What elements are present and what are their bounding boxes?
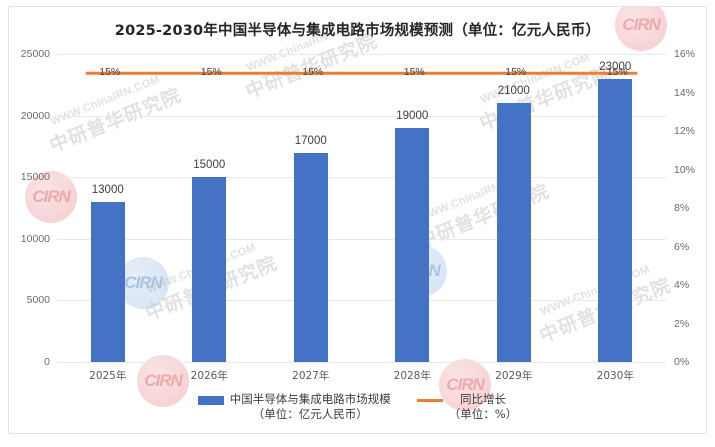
- legend-label-line: 同比增长 （单位：%）: [449, 392, 517, 422]
- y-axis-left-tick: 0: [44, 356, 50, 368]
- bar-2025年[interactable]: [90, 201, 125, 362]
- chart-title: 2025-2030年中国半导体与集成电路市场规模预测（单位：亿元人民币）: [114, 23, 601, 39]
- legend-item-line[interactable]: 同比增长 （单位：%）: [416, 392, 517, 422]
- bar-value-label: 15000: [193, 159, 226, 172]
- legend-item-bar[interactable]: 中国半导体与集成电路市场规模 （单位：亿元人民币）: [197, 392, 391, 422]
- growth-value-label: 15%: [505, 66, 527, 79]
- y-axis-right-tick: 16%: [674, 48, 696, 60]
- bar-value-label: 13000: [91, 183, 124, 196]
- y-axis-right-tick: 10%: [674, 163, 696, 176]
- x-axis-tick-2030年: 2030年: [596, 370, 634, 382]
- growth-value-label: 15%: [606, 66, 628, 79]
- gridline: [57, 238, 666, 240]
- y-axis-right-tick: 12%: [674, 125, 696, 137]
- y-axis-right-tick: 4%: [674, 279, 690, 291]
- x-axis-tick-2026年: 2026年: [190, 370, 228, 382]
- y-axis-right-tick: 0%: [674, 356, 690, 368]
- legend-line-unit: （单位：%）: [448, 407, 518, 421]
- gridline: [57, 54, 666, 55]
- legend-swatch-line-icon: [416, 399, 443, 402]
- legend-bar-name: 中国半导体与集成电路市场规模: [229, 392, 391, 406]
- watermark-logo-text: CIRN: [144, 371, 183, 390]
- gridline: [57, 300, 666, 302]
- growth-value-label: 15%: [99, 66, 121, 79]
- bar-2030年[interactable]: [598, 78, 633, 362]
- legend-line-name: 同比增长: [460, 392, 506, 406]
- bar-2027年[interactable]: [293, 152, 328, 362]
- bar-2026年[interactable]: [192, 177, 227, 362]
- legend-swatch-bar-icon: [197, 396, 224, 405]
- bar-2029年[interactable]: [496, 103, 531, 362]
- y-axis-left-tick: 10000: [20, 232, 50, 245]
- gridline: [57, 362, 666, 363]
- bar-value-label: 17000: [294, 134, 327, 147]
- chart-container: CIRN CIRN CIRN CIRN CIRN CIRN WWW.ChinaI…: [8, 6, 707, 434]
- y-axis-left-tick: 25000: [20, 48, 50, 60]
- plot-area: 0 5000 10000 15000 20000 25000 0% 2% 4% 6% 8% 10% 1…: [21, 48, 695, 382]
- legend-bar-unit: （单位：亿元人民币）: [252, 407, 368, 421]
- growth-value-label: 15%: [403, 66, 425, 79]
- bar-2028年[interactable]: [395, 127, 430, 362]
- y-axis-right-tick: 14%: [674, 86, 696, 99]
- x-axis-tick-2029年: 2029年: [495, 370, 533, 382]
- y-axis-left-tick: 20000: [20, 109, 50, 122]
- y-axis-left-tick: 5000: [26, 294, 50, 307]
- gridline: [57, 115, 666, 117]
- y-axis-left-tick: 15000: [20, 171, 50, 184]
- bar-value-label: 23000: [599, 60, 632, 73]
- x-axis-tick-2027年: 2027年: [292, 370, 330, 382]
- y-axis-right-tick: 2%: [674, 317, 690, 330]
- gridline: [57, 177, 666, 179]
- y-axis-right-tick: 6%: [674, 240, 690, 253]
- chart-legend: 中国半导体与集成电路市场规模 （单位：亿元人民币） 同比增长 （单位：%）: [9, 392, 706, 422]
- x-axis-tick-2025年: 2025年: [89, 370, 127, 382]
- x-axis-tick-2028年: 2028年: [393, 370, 431, 382]
- y-axis-right-tick: 8%: [674, 202, 690, 214]
- growth-value-label: 15%: [200, 66, 222, 79]
- bar-value-label: 19000: [396, 109, 429, 122]
- growth-value-label: 15%: [302, 66, 324, 79]
- legend-label-bar: 中国半导体与集成电路市场规模 （单位：亿元人民币）: [230, 392, 391, 422]
- bar-value-label: 21000: [497, 85, 530, 98]
- line-series: [85, 71, 638, 75]
